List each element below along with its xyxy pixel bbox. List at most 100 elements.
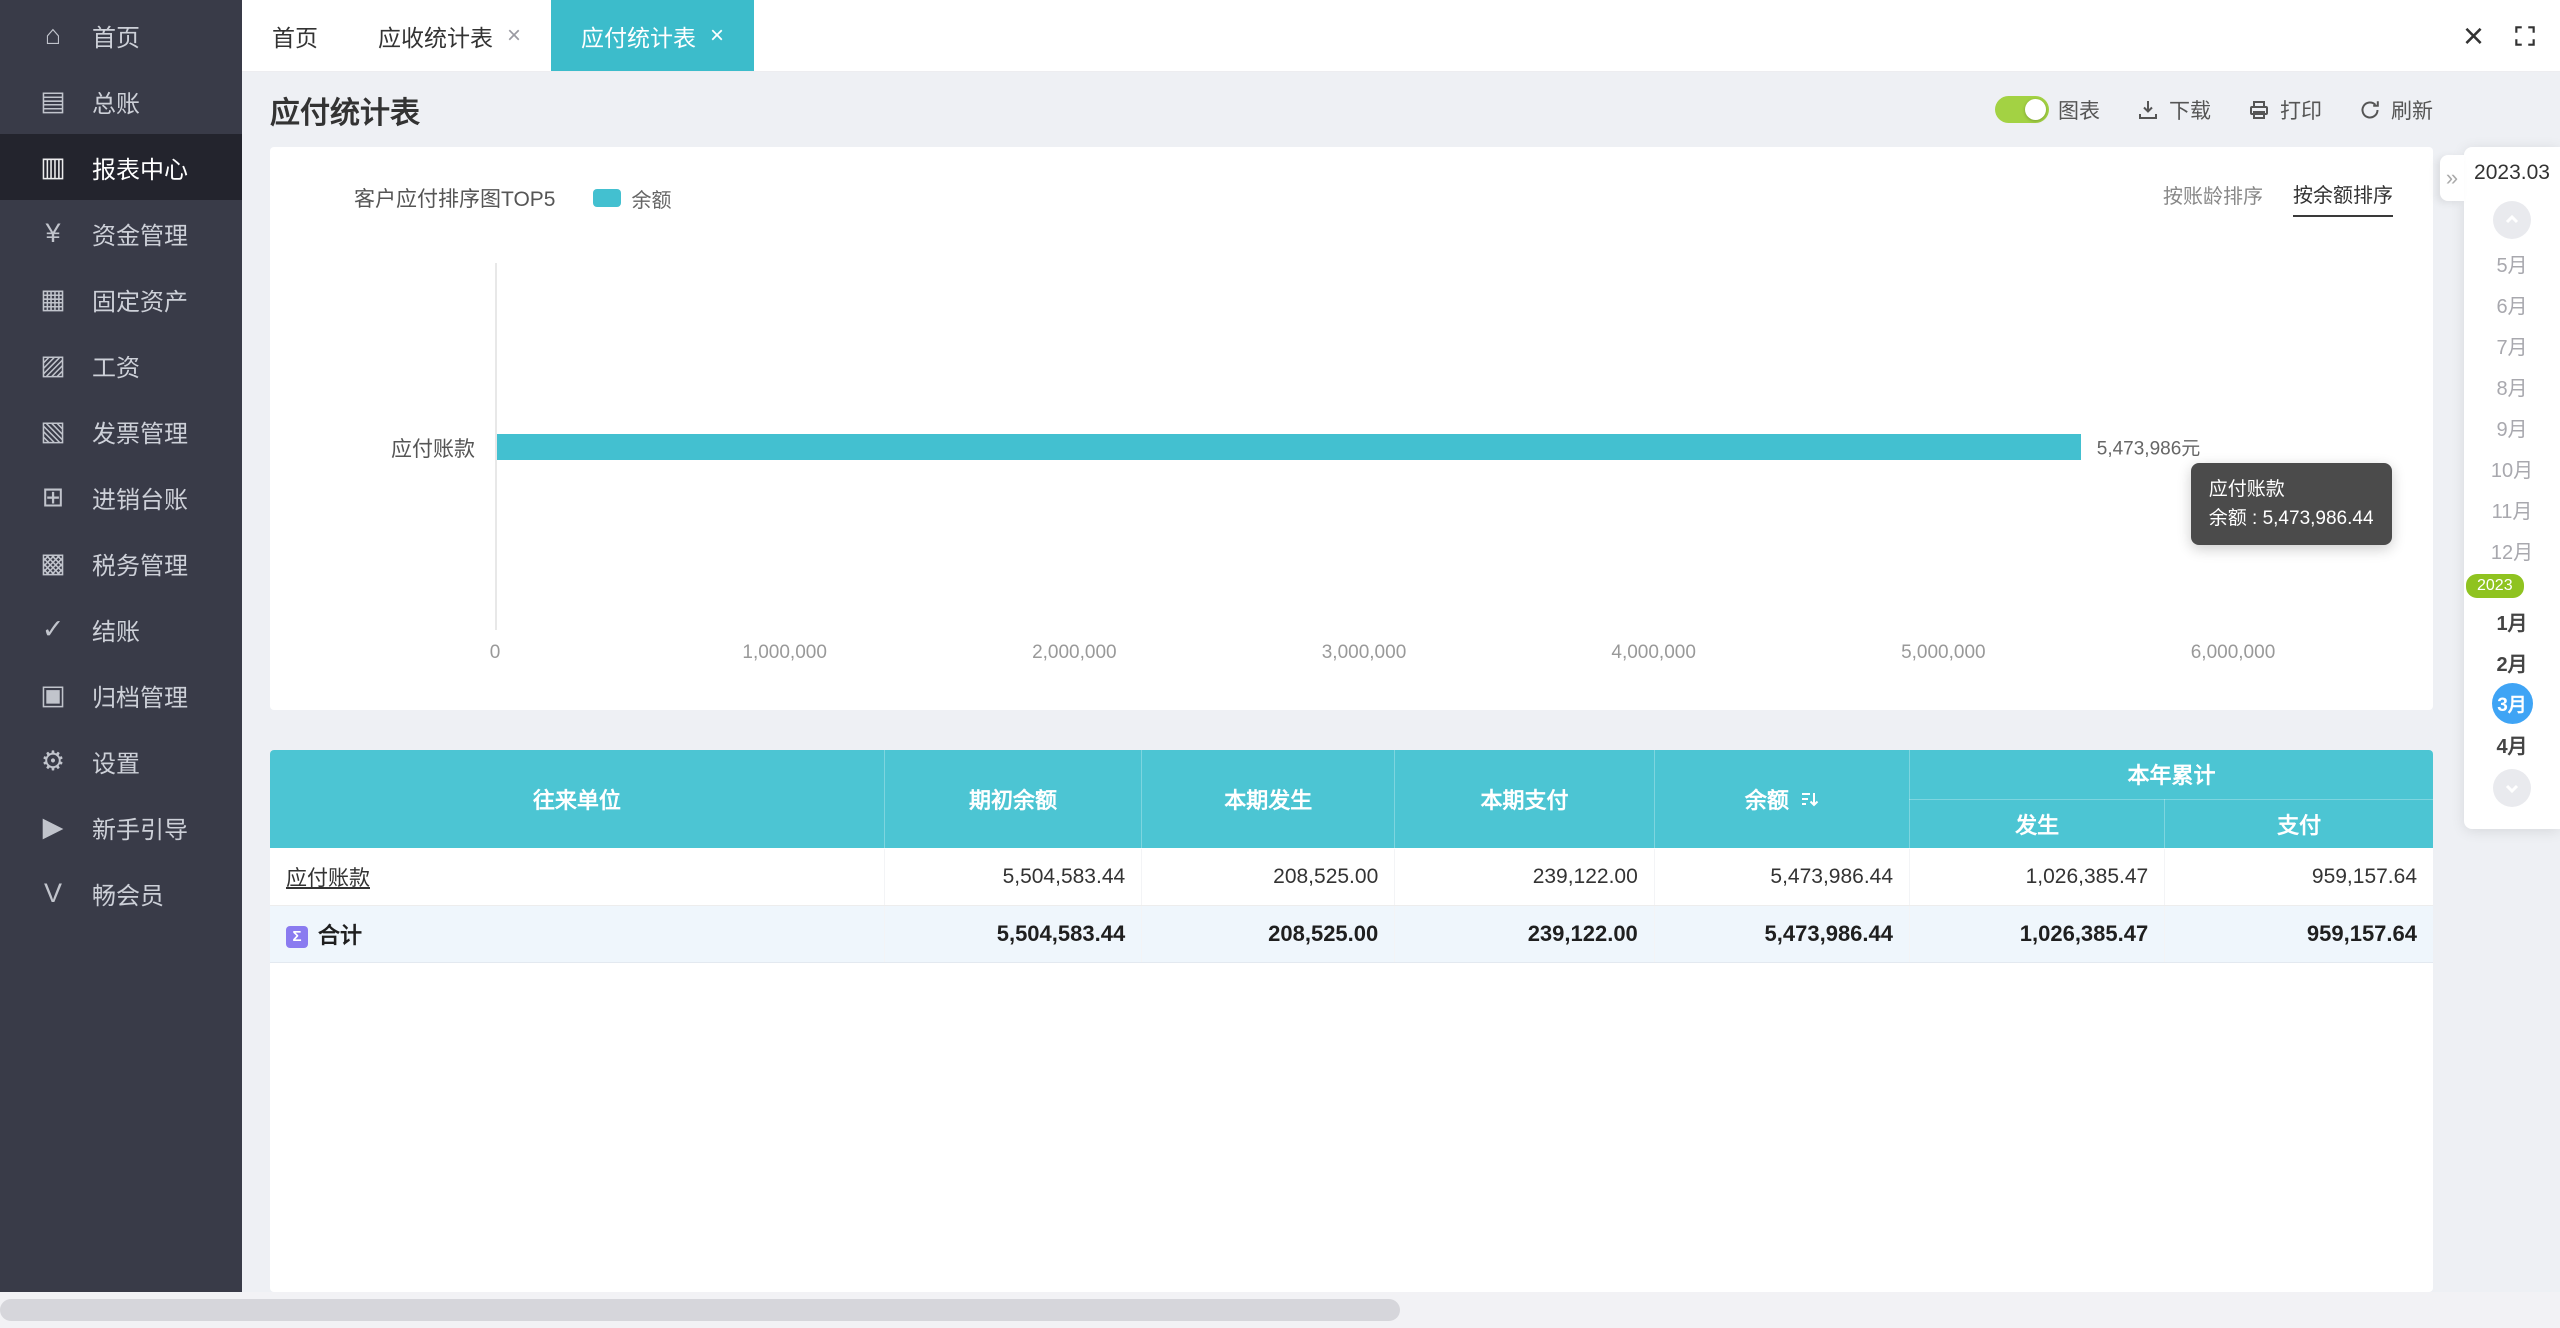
home-icon: ⌂	[44, 19, 62, 50]
download-button[interactable]: 下载	[2136, 95, 2211, 125]
sidebar-item-fund-management[interactable]: ¥ 资金管理	[0, 200, 242, 266]
scroll-months-down-button[interactable]	[2493, 769, 2531, 807]
legend-item-balance[interactable]: 余额	[593, 184, 671, 213]
month-item-oct[interactable]: 10月	[2490, 460, 2534, 482]
print-icon	[2250, 100, 2268, 119]
chevron-up-icon	[2505, 214, 2519, 224]
month-item-aug[interactable]: 8月	[2496, 378, 2528, 400]
x-axis: 0 1,000,000 2,000,000 3,000,000 4,000,000 5,0…	[490, 630, 2276, 670]
sidebar-item-label: 固定资产	[92, 288, 188, 316]
sidebar-item-report-center[interactable]: ▥ 报表中心	[0, 134, 242, 200]
sort-by-age-link[interactable]: 按账龄排序	[2163, 186, 2263, 208]
chart-toggle[interactable]: 图表	[1995, 95, 2100, 125]
cell-value: 239,122.00	[1394, 848, 1655, 906]
payables-table: 往来单位 期初余额 本期发生 本期支付 余额 本年累计 发生 支付 应付账款 5,504,583…	[270, 750, 2433, 963]
x-tick-label: 4,000,000	[1611, 642, 1696, 663]
scroll-months-up-button[interactable]	[2493, 201, 2531, 239]
sidebar-item-label: 归档管理	[92, 684, 188, 712]
sort-icon[interactable]	[1799, 789, 1819, 809]
archive-icon: ▣	[40, 679, 66, 710]
x-tick-label: 1,000,000	[742, 642, 827, 663]
tab-payable-report[interactable]: 应付统计表 ×	[551, 0, 755, 71]
month-item-nov[interactable]: 11月	[2491, 501, 2533, 523]
print-button[interactable]: 打印	[2247, 95, 2322, 125]
chart-tooltip: 应付账款 余额 : 5,473,986.44	[2190, 462, 2392, 546]
total-cell-value: 239,122.00	[1394, 905, 1655, 963]
tab-home[interactable]: 首页	[242, 0, 348, 71]
sidebar-item-label: 报表中心	[92, 156, 188, 184]
tab-receivable-report[interactable]: 应收统计表 ×	[348, 0, 551, 71]
fixed-asset-icon: ▦	[40, 283, 66, 314]
balance-bar[interactable]	[497, 433, 2081, 460]
sidebar-menu: ⌂ 首页 ▤ 总账 ▥ 报表中心 ¥ 资金管理 ▦ 固定资产 ▨ 工资 ▧ 发票管理 ⊞ 进销台账 ▩ 税务管理 ✓…	[0, 2, 242, 926]
month-item-mar[interactable]: 3月	[2464, 683, 2560, 724]
refresh-label: 刷新	[2391, 99, 2433, 123]
sidebar-item-salary[interactable]: ▨ 工资	[0, 332, 242, 398]
close-tab-icon[interactable]: ×	[710, 21, 725, 49]
horizontal-scrollbar-thumb[interactable]	[0, 1299, 1400, 1321]
month-item-feb[interactable]: 2月	[2496, 654, 2528, 676]
sidebar-item-inventory-ledger[interactable]: ⊞ 进销台账	[0, 464, 242, 530]
month-item-jul[interactable]: 7月	[2496, 337, 2528, 359]
fullscreen-icon[interactable]	[2512, 23, 2538, 49]
sidebar-item-settings[interactable]: ⚙ 设置	[0, 728, 242, 794]
col-header-0: 往来单位	[270, 750, 885, 849]
table-head: 往来单位 期初余额 本期发生 本期支付 余额 本年累计 发生 支付	[270, 750, 2433, 849]
sidebar-item-archive-management[interactable]: ▣ 归档管理	[0, 662, 242, 728]
sidebar-item-label: 资金管理	[92, 222, 188, 250]
col-header-group: 本年累计	[1909, 750, 2433, 800]
month-list: 5月 6月 7月 8月 9月 10月 11月 12月 2023 1月 2月 3月 4月	[2464, 243, 2560, 765]
month-item-sep[interactable]: 9月	[2496, 419, 2528, 441]
table-panel: 往来单位 期初余额 本期发生 本期支付 余额 本年累计 发生 支付 应付账款 5,504,583…	[270, 750, 2433, 1292]
sub-col-header-1: 支付	[2164, 799, 2433, 849]
current-period-label: 2023.03	[2474, 161, 2550, 184]
refresh-button[interactable]: 刷新	[2358, 95, 2433, 125]
x-tick-label: 5,000,000	[1901, 642, 1986, 663]
total-cell-value: 1,026,385.47	[1909, 905, 2166, 963]
sidebar-item-tax-management[interactable]: ▩ 税务管理	[0, 530, 242, 596]
active-month-circle: 3月	[2491, 683, 2533, 724]
chevron-down-icon	[2505, 784, 2519, 794]
chart-sort-controls: 按账龄排序 按余额排序	[2163, 179, 2393, 217]
close-window-icon[interactable]: ×	[2462, 14, 2484, 56]
cell-value: 1,026,385.47	[1909, 848, 2166, 906]
sidebar-item-invoice-management[interactable]: ▧ 发票管理	[0, 398, 242, 464]
chart-toggle-switch[interactable]	[1995, 96, 2049, 123]
row-name-cell: 应付账款	[270, 848, 885, 906]
sidebar-item-closing[interactable]: ✓ 结账	[0, 596, 242, 662]
tooltip-value: 余额 : 5,473,986.44	[2208, 507, 2374, 529]
close-tab-icon[interactable]: ×	[507, 21, 522, 49]
col-header-3: 本期支付	[1394, 750, 1655, 849]
sidebar-item-home[interactable]: ⌂ 首页	[0, 2, 242, 68]
content: 应付统计表 图表 下载 打印	[242, 72, 2560, 1328]
tax-icon: ▩	[40, 547, 66, 578]
sidebar-item-fixed-assets[interactable]: ▦ 固定资产	[0, 266, 242, 332]
fund-icon: ¥	[45, 217, 61, 248]
x-tick-label: 0	[489, 642, 501, 663]
month-item-jun[interactable]: 6月	[2496, 296, 2528, 318]
sidebar-item-member[interactable]: V 畅会员	[0, 860, 242, 926]
col-header-4[interactable]: 余额	[1654, 750, 1911, 849]
month-item-jan[interactable]: 1月	[2496, 613, 2528, 635]
year-badge: 2023	[2466, 574, 2524, 598]
month-item-dec[interactable]: 12月	[2490, 542, 2534, 564]
member-icon: V	[43, 877, 62, 908]
x-tick-label: 3,000,000	[1321, 642, 1407, 663]
sidebar-item-label: 发票管理	[92, 420, 188, 448]
inventory-ledger-icon: ⊞	[41, 481, 65, 512]
sidebar-item-general-ledger[interactable]: ▤ 总账	[0, 68, 242, 134]
row-link[interactable]: 应付账款	[286, 866, 370, 890]
month-item-apr[interactable]: 4月	[2496, 736, 2528, 758]
page-title: 应付统计表	[270, 96, 420, 130]
month-item-may[interactable]: 5月	[2496, 255, 2528, 277]
total-cell-value: 959,157.64	[2164, 905, 2433, 963]
cell-value: 959,157.64	[2164, 848, 2433, 906]
sidebar-item-label: 结账	[92, 618, 140, 646]
sidebar-item-beginner-guide[interactable]: ▶ 新手引导	[0, 794, 242, 860]
sidebar-item-label: 设置	[92, 750, 140, 778]
chart-toggle-label: 图表	[2058, 99, 2100, 123]
collapse-rail-button[interactable]: »	[2440, 155, 2464, 201]
total-label: 合计	[318, 922, 363, 948]
table-row: 应付账款 5,504,583.44 208,525.00 239,122.00 5,47…	[270, 848, 2433, 906]
sort-by-balance-link[interactable]: 按余额排序	[2293, 179, 2393, 217]
